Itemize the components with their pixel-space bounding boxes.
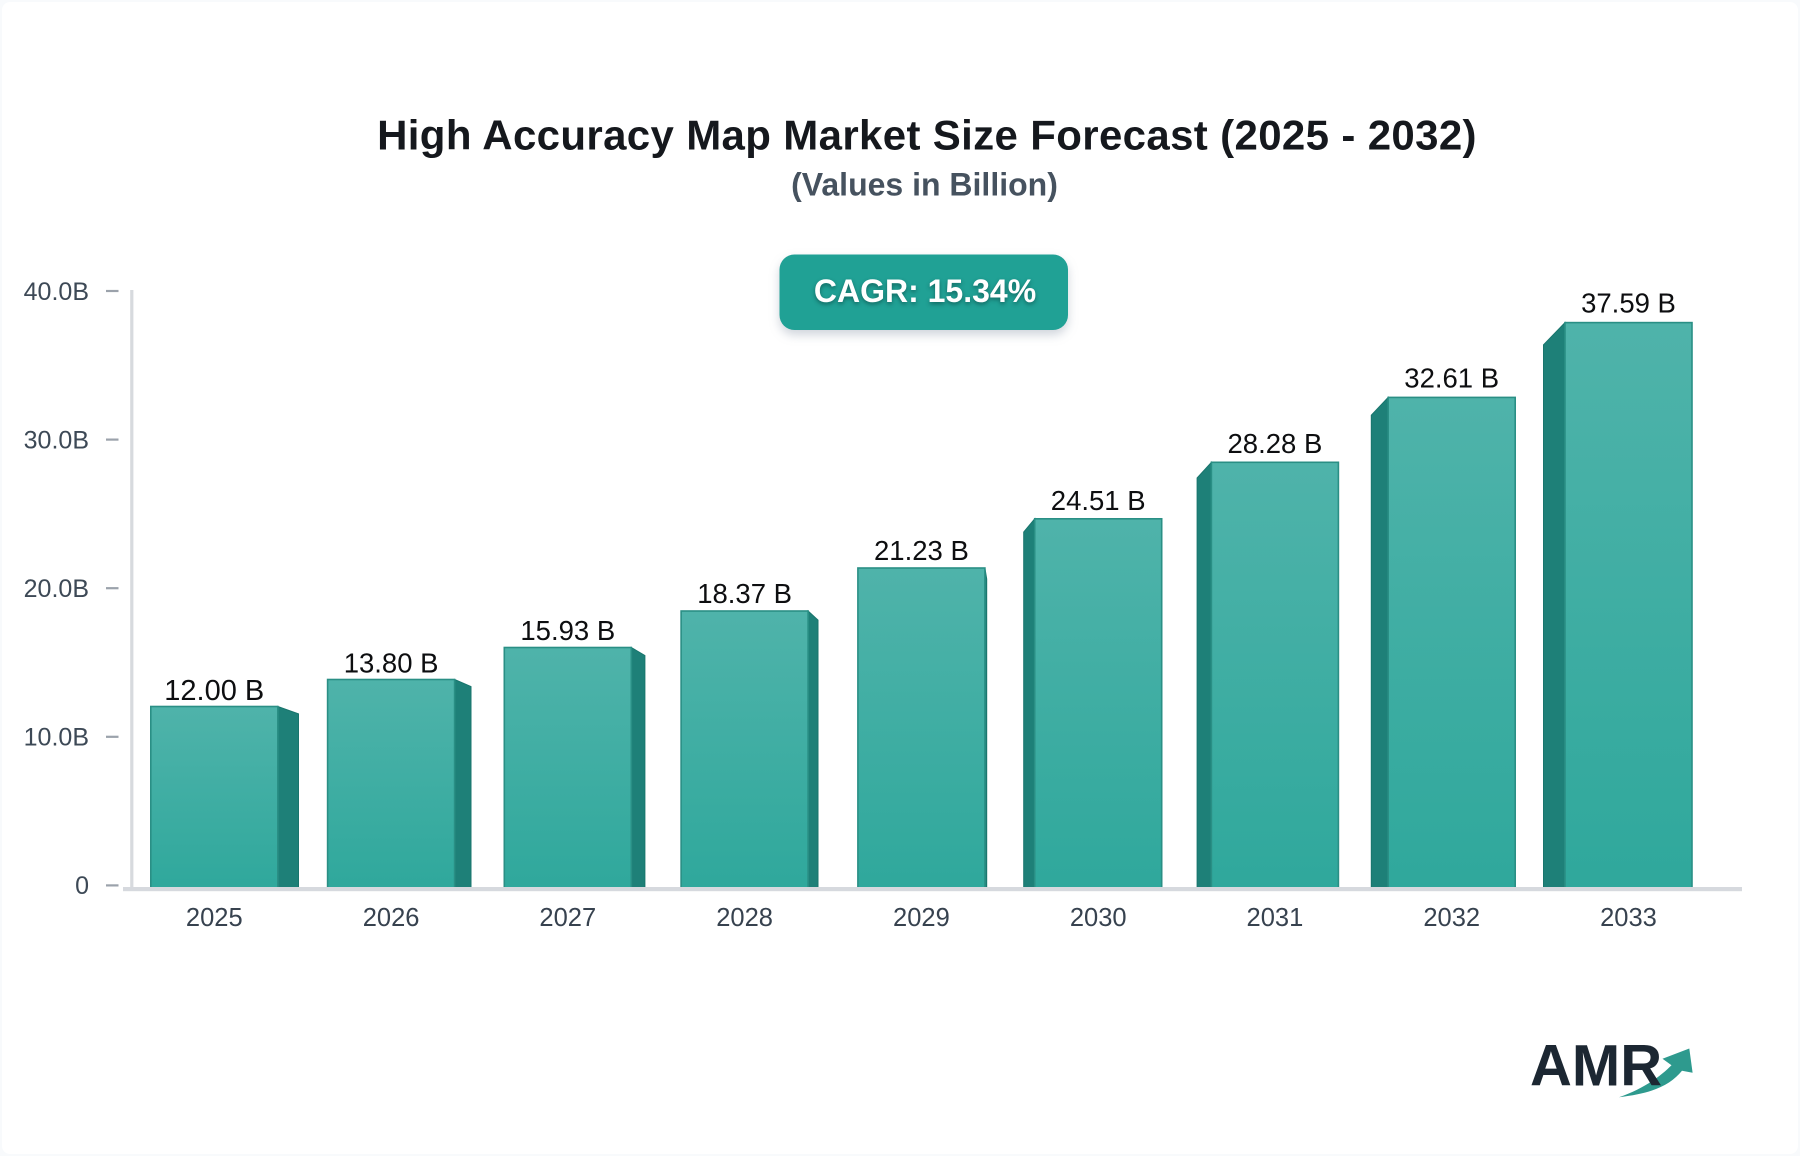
svg-text:28.28 B: 28.28 B	[1227, 428, 1322, 459]
svg-text:13.80 B: 13.80 B	[344, 648, 439, 679]
svg-text:21.23 B: 21.23 B	[874, 535, 969, 566]
svg-text:2031: 2031	[1247, 904, 1304, 932]
svg-text:(Values in Billion): (Values in Billion)	[791, 167, 1058, 203]
svg-text:0: 0	[75, 872, 89, 900]
svg-text:32.61 B: 32.61 B	[1404, 363, 1499, 394]
svg-text:37.59 B: 37.59 B	[1581, 288, 1676, 319]
svg-text:20.0B: 20.0B	[24, 575, 89, 603]
svg-text:30.0B: 30.0B	[24, 426, 89, 454]
svg-text:2030: 2030	[1070, 904, 1127, 932]
svg-text:2026: 2026	[363, 904, 420, 932]
svg-text:2025: 2025	[186, 904, 243, 932]
svg-text:2029: 2029	[893, 904, 950, 932]
svg-text:CAGR: 15.34%: CAGR: 15.34%	[814, 273, 1036, 309]
svg-text:10.0B: 10.0B	[24, 724, 89, 752]
svg-text:High Accuracy Map Market Size: High Accuracy Map Market Size Forecast (…	[377, 112, 1477, 159]
svg-text:12.00 B: 12.00 B	[164, 675, 264, 707]
svg-text:2032: 2032	[1423, 904, 1480, 932]
svg-text:AMR: AMR	[1530, 1034, 1662, 1099]
svg-text:15.93 B: 15.93 B	[520, 615, 615, 646]
svg-text:18.37 B: 18.37 B	[697, 578, 792, 609]
svg-text:2027: 2027	[539, 904, 596, 932]
svg-text:24.51 B: 24.51 B	[1051, 485, 1146, 516]
svg-text:2028: 2028	[716, 904, 773, 932]
svg-text:2033: 2033	[1600, 904, 1657, 932]
svg-text:40.0B: 40.0B	[24, 278, 89, 306]
